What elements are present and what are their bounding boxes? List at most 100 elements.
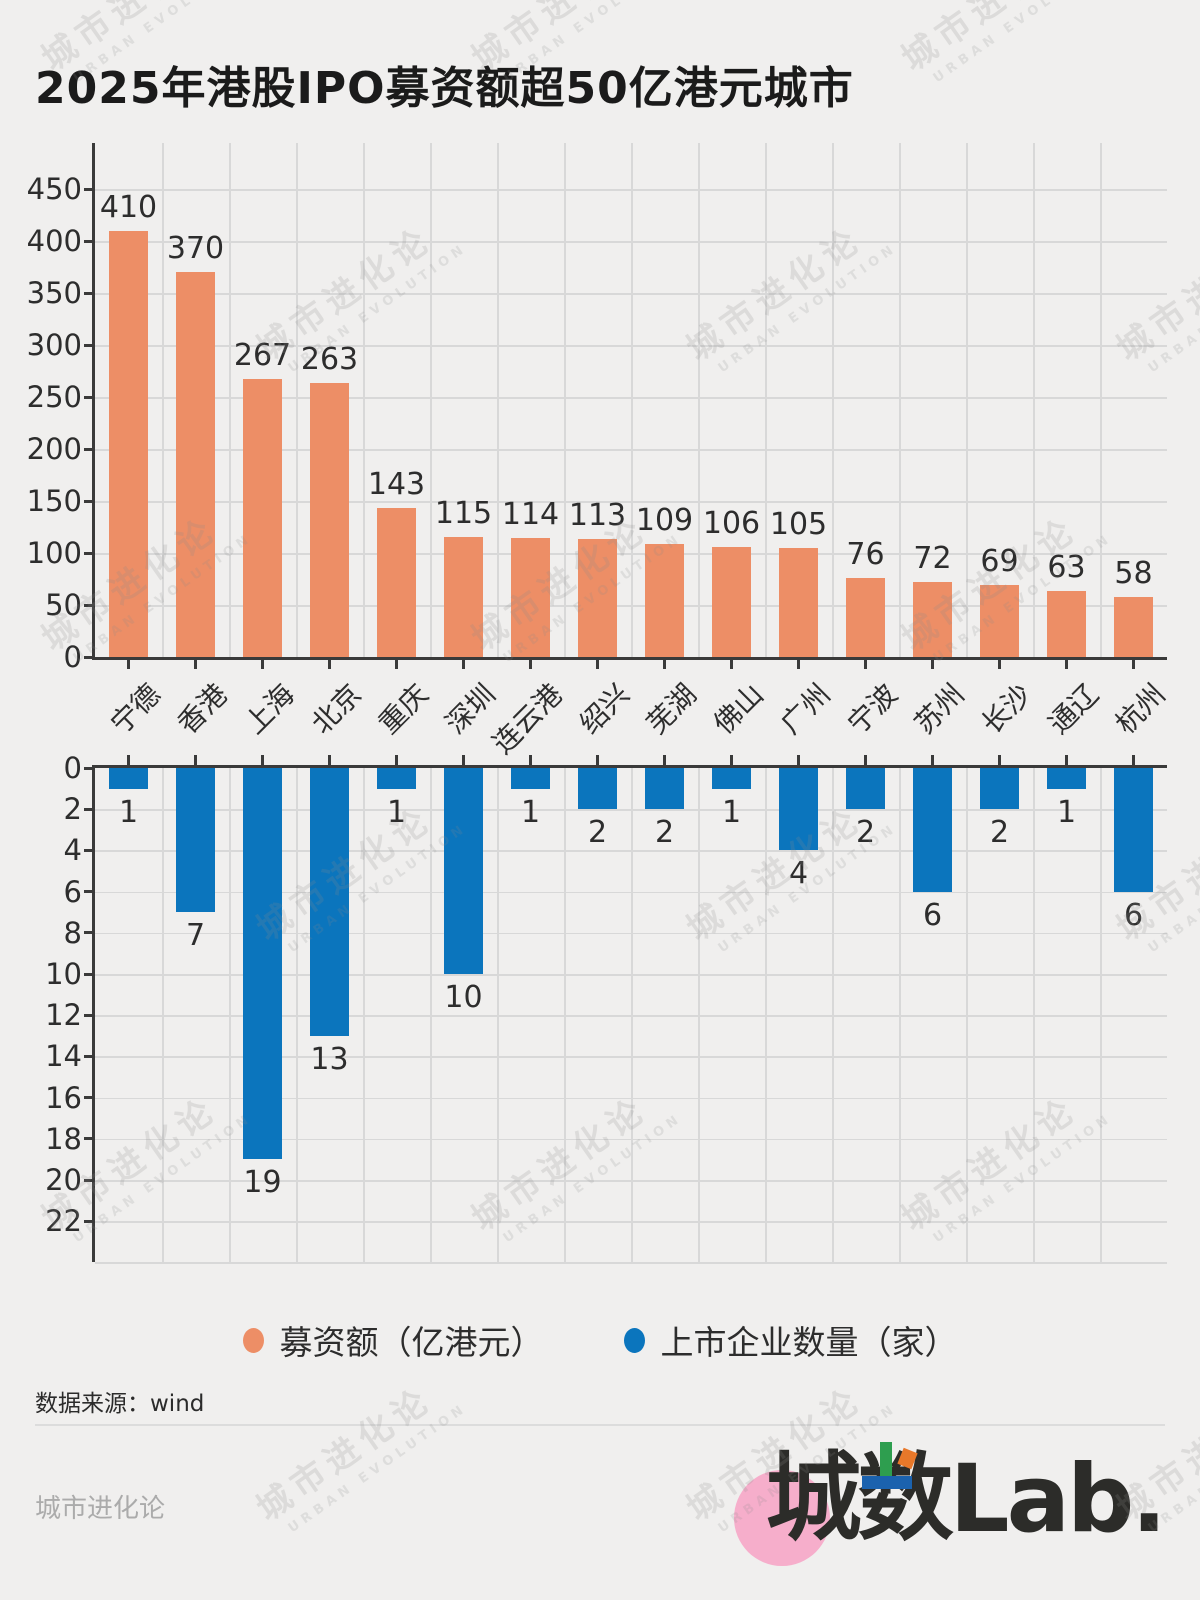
value-label: 410 xyxy=(99,189,158,225)
bar xyxy=(176,272,215,657)
grid-line xyxy=(95,809,1167,811)
y-tick-mark xyxy=(84,239,95,243)
legend-swatch-blue-icon xyxy=(623,1327,645,1353)
grid-line xyxy=(95,397,1167,399)
y-tick-label: 350 xyxy=(26,276,82,310)
value-label: 1 xyxy=(386,794,407,830)
grid-line xyxy=(698,143,700,657)
y-tick-label: 2 xyxy=(63,792,82,827)
y-tick-mark xyxy=(84,1178,95,1182)
x-tick-mark xyxy=(127,660,130,669)
y-tick-label: 50 xyxy=(45,588,82,622)
x-tick-mark xyxy=(1132,660,1135,669)
x-tick-mark xyxy=(931,660,934,669)
x-tick-mark xyxy=(864,660,867,669)
legend-label: 上市企业数量（家） xyxy=(660,1323,958,1362)
y-tick-mark xyxy=(84,766,95,770)
x-tick-mark xyxy=(261,660,264,669)
grid-line xyxy=(296,143,298,657)
grid-line xyxy=(229,143,231,657)
value-label: 106 xyxy=(702,505,761,541)
brand-logo: 城数Lab. xyxy=(733,1438,1167,1568)
grid-line xyxy=(95,449,1167,451)
bar xyxy=(444,768,483,974)
x-tick-mark xyxy=(730,660,733,669)
x-tick-mark xyxy=(194,660,197,669)
y-tick-label: 150 xyxy=(26,484,82,518)
x-tick-mark xyxy=(328,660,331,669)
value-label: 2 xyxy=(587,815,608,851)
bar xyxy=(645,768,684,810)
x-tick-mark xyxy=(395,755,398,765)
grid-line xyxy=(95,241,1167,243)
y-tick-mark xyxy=(84,931,95,935)
x-tick-mark xyxy=(127,755,130,765)
value-label: 63 xyxy=(1047,550,1086,586)
logo-pink-dot-icon xyxy=(733,1470,830,1566)
value-label: 109 xyxy=(635,502,694,538)
value-label: 1 xyxy=(118,794,139,830)
y-tick-mark xyxy=(84,187,95,191)
y-axis-line xyxy=(92,143,95,660)
value-label: 370 xyxy=(166,231,225,267)
y-tick-label: 22 xyxy=(45,1204,82,1239)
y-tick-mark xyxy=(84,1096,95,1100)
grid-line xyxy=(363,143,365,657)
bar xyxy=(243,379,282,657)
value-label: 72 xyxy=(913,541,952,577)
x-tick-mark xyxy=(797,660,800,669)
y-tick-label: 12 xyxy=(45,998,82,1033)
y-tick-mark xyxy=(84,655,95,659)
grid-line xyxy=(899,143,901,657)
y-tick-mark xyxy=(84,807,95,811)
grid-line xyxy=(95,1015,1167,1017)
y-tick-label: 450 xyxy=(26,172,82,206)
bar xyxy=(846,577,885,657)
x-tick-mark xyxy=(596,660,599,669)
value-label: 76 xyxy=(846,536,885,572)
x-tick-mark xyxy=(864,755,867,765)
y-tick-label: 100 xyxy=(26,536,82,570)
bar xyxy=(645,543,684,657)
grid-line xyxy=(95,345,1167,347)
value-label: 113 xyxy=(568,498,627,534)
bar xyxy=(377,768,416,789)
x-tick-mark xyxy=(998,755,1001,765)
grid-line xyxy=(95,1138,1167,1141)
y-tick-label: 6 xyxy=(63,874,82,909)
value-label: 143 xyxy=(367,467,426,503)
x-tick-mark xyxy=(1132,755,1135,765)
bar xyxy=(913,768,952,892)
value-label: 10 xyxy=(444,980,483,1015)
grid-line xyxy=(95,850,1167,852)
grid-line xyxy=(966,143,968,657)
y-tick-label: 16 xyxy=(45,1080,82,1115)
y-tick-label: 14 xyxy=(45,1039,82,1074)
grid-line xyxy=(95,891,1167,894)
y-axis-line xyxy=(92,765,95,1263)
legend-label: 募资额（亿港元） xyxy=(279,1323,544,1362)
grid-line xyxy=(1033,143,1035,657)
bar xyxy=(310,768,349,1036)
y-tick-label: 0 xyxy=(63,751,82,785)
grid-line xyxy=(95,189,1167,191)
grid-line xyxy=(832,143,834,657)
y-tick-mark xyxy=(84,848,95,852)
y-tick-label: 300 xyxy=(26,328,82,362)
bar xyxy=(511,538,550,657)
y-tick-label: 200 xyxy=(26,432,82,466)
y-tick-label: 4 xyxy=(63,833,82,868)
value-label: 115 xyxy=(434,496,493,532)
value-label: 105 xyxy=(769,506,828,542)
value-label: 7 xyxy=(185,918,206,954)
y-tick-mark xyxy=(84,447,95,451)
x-axis-line xyxy=(92,765,1167,768)
bar xyxy=(779,547,818,657)
y-tick-label: 250 xyxy=(26,380,82,414)
y-tick-label: 18 xyxy=(45,1121,82,1156)
logo-accent-blue-icon xyxy=(861,1476,912,1489)
bar xyxy=(980,585,1019,657)
logo-text-cn: 城数 xyxy=(765,1442,954,1554)
grid-line xyxy=(95,1056,1167,1058)
